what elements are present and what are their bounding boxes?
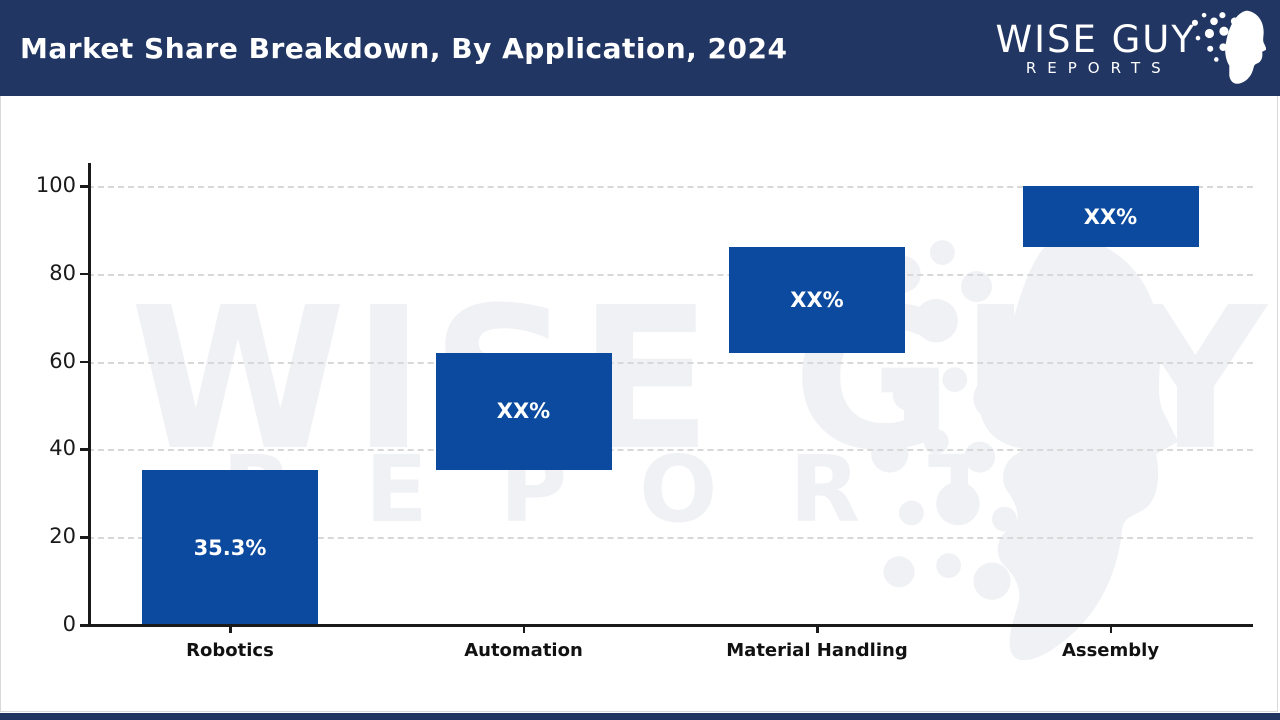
y-axis-line (88, 163, 91, 625)
bar-automation: XX% (435, 352, 612, 471)
gridline-20 (88, 537, 1253, 540)
bar-assembly: XX% (1022, 186, 1199, 248)
x-tick-mark-2 (816, 625, 819, 633)
page-title: Market Share Breakdown, By Application, … (20, 31, 788, 65)
logo-head-icon (1191, 10, 1266, 84)
y-tick-label-80: 80 (49, 260, 76, 285)
footer-bar (0, 713, 1280, 720)
logo-text: WISE GUY REPORTS (996, 21, 1196, 76)
y-tick-mark-60 (80, 360, 88, 364)
y-tick-label-20: 20 (49, 524, 76, 549)
y-tick-mark-0 (80, 624, 88, 627)
logo-line2: REPORTS (1025, 58, 1172, 77)
wise-guy-logo: WISE GUY REPORTS (996, 5, 1266, 91)
y-tick-mark-80 (80, 272, 88, 276)
x-category-label-assembly: Assembly (1061, 640, 1160, 661)
y-tick-mark-100 (80, 185, 88, 188)
y-tick-mark-20 (80, 536, 88, 539)
gridline-80 (88, 273, 1253, 276)
x-category-label-material-handling: Material Handling (726, 640, 908, 661)
y-tick-label-40: 40 (49, 436, 76, 461)
bar-value-label: XX% (1083, 204, 1138, 229)
logo-line1: WISE GUY (995, 17, 1196, 61)
y-tick-label-100: 100 (35, 173, 76, 197)
bar-value-label: 35.3% (193, 535, 267, 560)
bar-material-handling: XX% (729, 247, 905, 353)
y-tick-label-60: 60 (49, 348, 76, 373)
header-bar: Market Share Breakdown, By Application, … (0, 0, 1280, 96)
gridline-100 (88, 186, 1253, 188)
bar-robotics: 35.3% (142, 470, 318, 625)
gridline-60 (88, 361, 1253, 364)
y-tick-mark-40 (80, 448, 88, 451)
x-category-label-robotics: Robotics (186, 640, 274, 661)
gridline-40 (88, 449, 1253, 452)
x-tick-mark-3 (1109, 625, 1112, 633)
x-tick-mark-1 (522, 625, 525, 633)
y-tick-label-0: 0 (62, 612, 76, 636)
x-category-label-automation: Automation (464, 640, 583, 661)
bar-value-label: XX% (496, 399, 551, 424)
x-axis-line (88, 624, 1253, 627)
bar-value-label: XX% (790, 288, 844, 313)
x-tick-mark-0 (229, 625, 232, 633)
